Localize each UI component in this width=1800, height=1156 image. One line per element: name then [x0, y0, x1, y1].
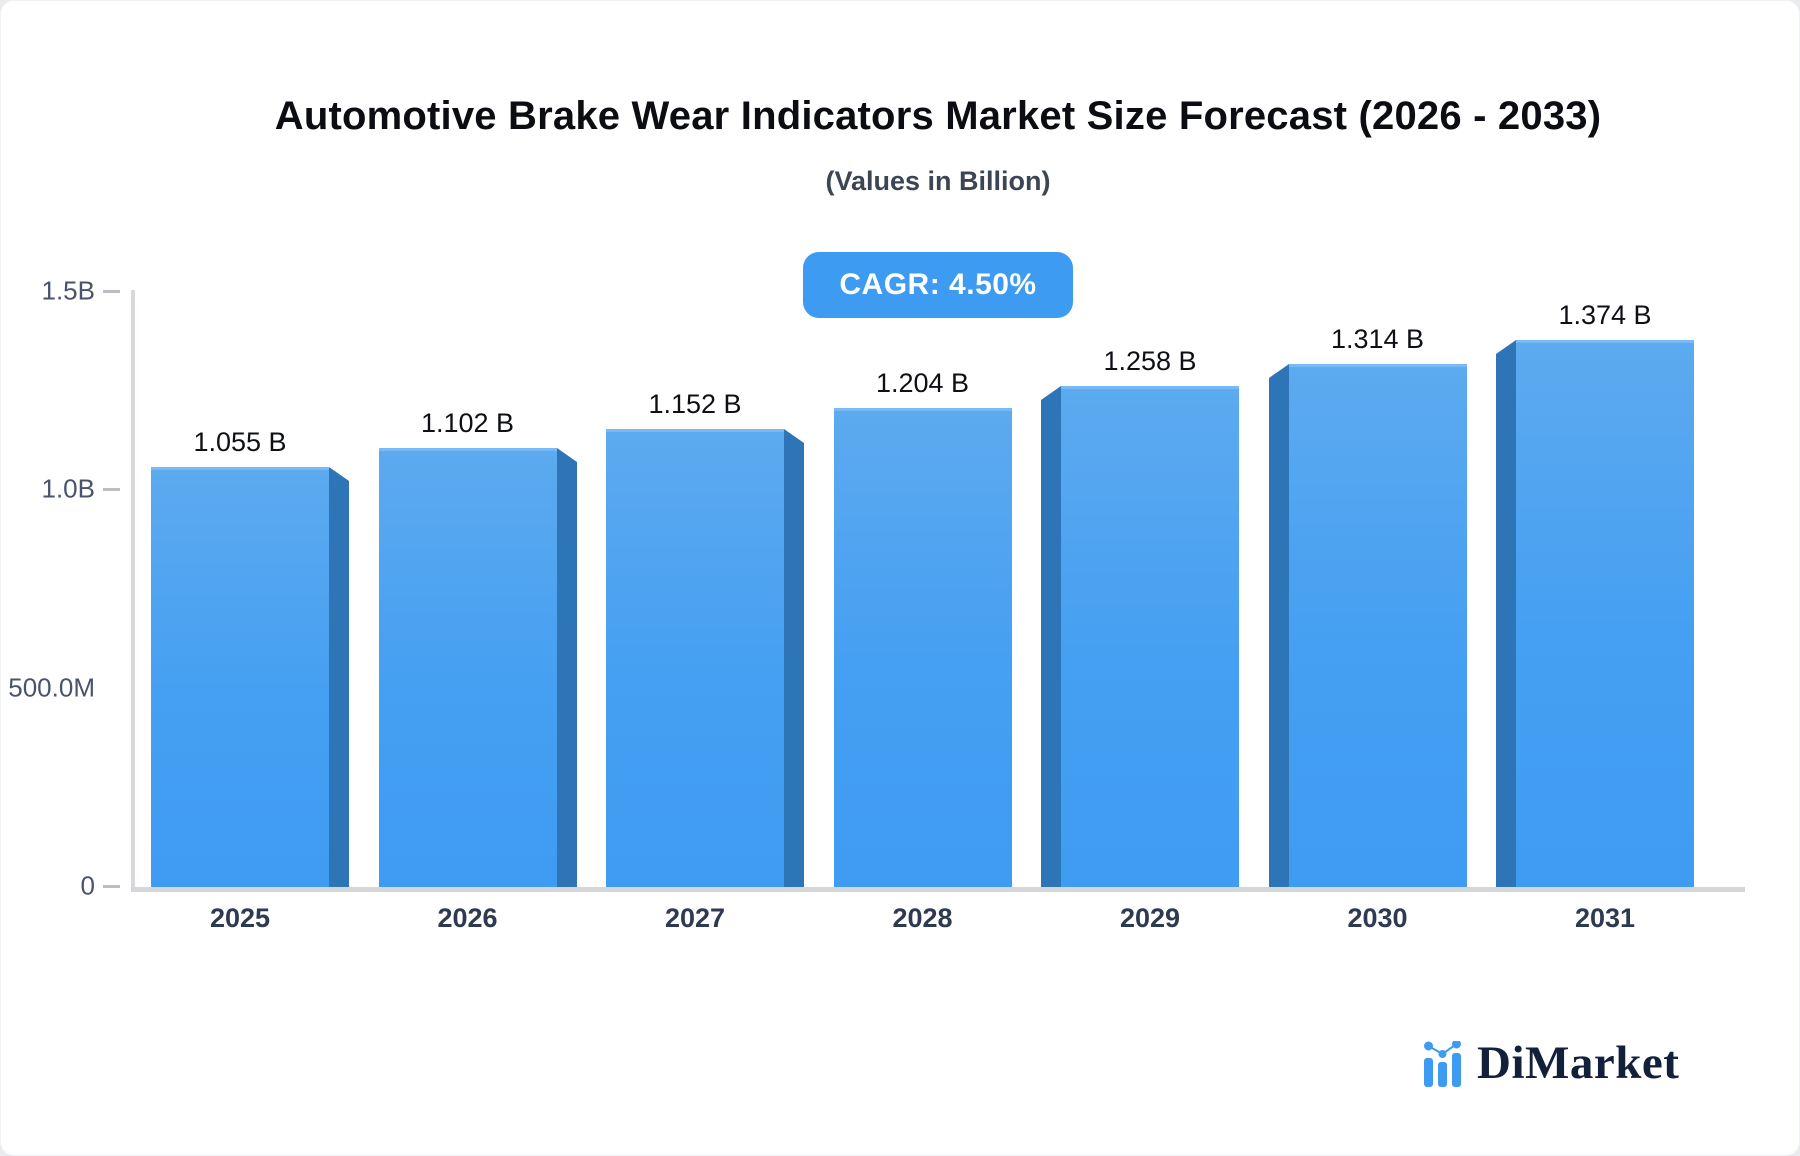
chart-subtitle: (Values in Billion)	[825, 166, 1051, 196]
x-tick-label: 2027	[664, 903, 726, 933]
bar-value-label: 1.152 B	[648, 389, 742, 419]
bar-side-shade	[1269, 364, 1289, 887]
bar-face	[151, 467, 329, 887]
chart-title: Automotive Brake Wear Indicators Market …	[274, 94, 1602, 138]
bar-face	[1061, 386, 1239, 887]
bar-2026	[379, 448, 577, 887]
y-tick-label: 500.0M	[8, 672, 95, 703]
y-tick-mark	[103, 488, 120, 491]
bar-face	[1289, 364, 1467, 887]
bar-face	[834, 408, 1012, 887]
bar-2030	[1269, 364, 1467, 887]
cagr-badge-row: CAGR: 4.50%	[76, 252, 1800, 318]
y-tick-mark	[103, 885, 120, 888]
bar-line-chart-icon	[1424, 1041, 1461, 1087]
bar-2028	[834, 408, 1012, 887]
x-tick-label: 2029	[1119, 903, 1181, 933]
bar-side-shade	[1496, 340, 1516, 887]
bar-value-label: 1.102 B	[420, 408, 515, 438]
x-tick-label: 2031	[1574, 903, 1636, 933]
y-axis-line	[131, 290, 135, 891]
bar-face	[606, 429, 784, 887]
x-tick-label: 2025	[209, 903, 271, 933]
bar-side-shade	[329, 467, 349, 887]
bar-side-shade	[557, 448, 577, 887]
y-tick-mark	[103, 290, 120, 293]
bar-side-shade	[784, 429, 804, 887]
x-tick-label: 2030	[1347, 903, 1408, 933]
y-tick-label: 1.0B	[41, 473, 96, 504]
bar-side-shade	[1041, 386, 1061, 887]
bar-2027	[606, 429, 804, 887]
bar-2025	[151, 467, 349, 887]
brand-logo-text: DiMarket	[1477, 1037, 1680, 1089]
bar-value-label: 1.314 B	[1330, 324, 1425, 354]
brand-logo: DiMarket	[1423, 1040, 1679, 1087]
cagr-badge: CAGR: 4.50%	[803, 252, 1073, 318]
x-tick-label: 2026	[437, 903, 498, 933]
y-tick-label: 0	[80, 870, 95, 901]
bar-2031	[1496, 340, 1694, 887]
x-axis-line	[131, 887, 1745, 892]
bar-face	[1516, 340, 1694, 887]
y-tick-label: 1.5B	[41, 275, 96, 306]
bar-2029	[1041, 386, 1239, 887]
bar-value-label: 1.258 B	[1103, 346, 1197, 376]
bar-value-label: 1.204 B	[875, 368, 970, 398]
x-tick-label: 2028	[892, 903, 953, 933]
bar-value-label: 1.374 B	[1558, 300, 1652, 330]
bar-face	[379, 448, 557, 887]
bar-value-label: 1.055 B	[193, 427, 287, 457]
